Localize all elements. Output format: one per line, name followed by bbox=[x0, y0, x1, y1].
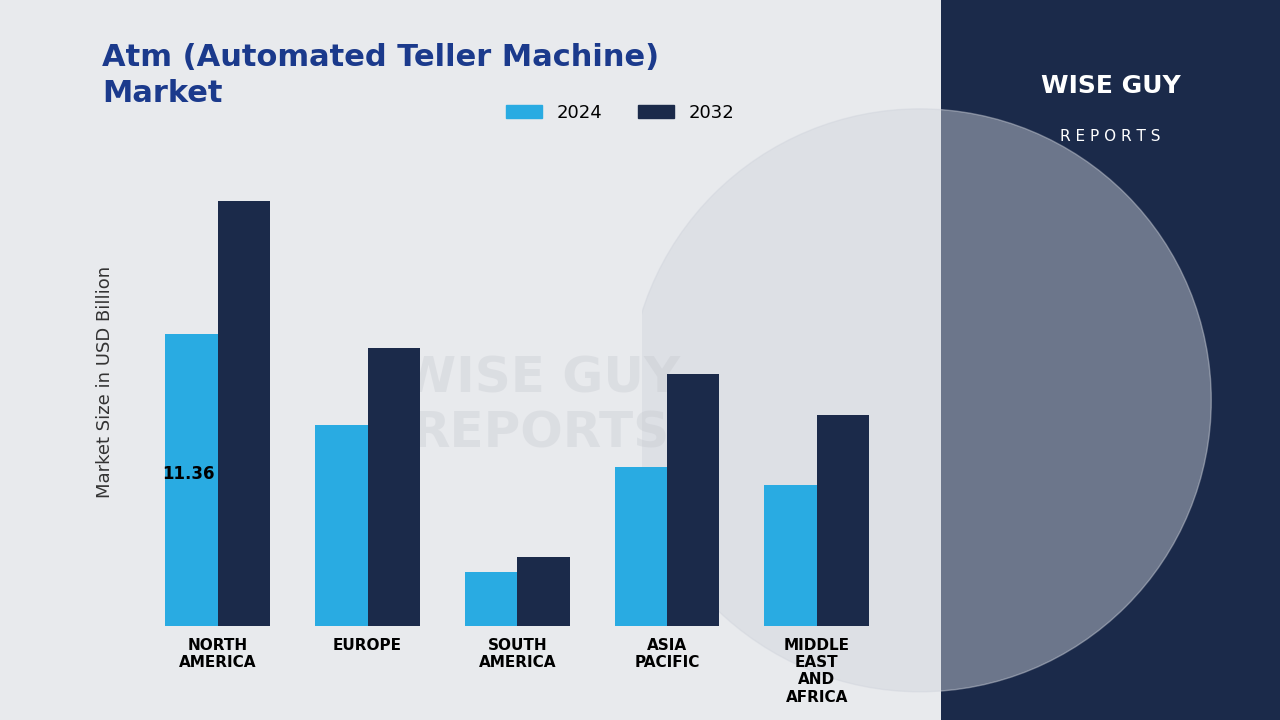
Bar bbox=[614, 467, 667, 626]
Text: Atm (Automated Teller Machine)
Market: Atm (Automated Teller Machine) Market bbox=[102, 43, 659, 108]
Legend: 2024, 2032: 2024, 2032 bbox=[498, 97, 741, 130]
Bar bbox=[764, 485, 817, 626]
Bar bbox=[517, 557, 570, 626]
Bar bbox=[465, 572, 517, 626]
Bar bbox=[667, 374, 719, 626]
Bar bbox=[315, 426, 367, 626]
Text: WISE GUY
REPORTS: WISE GUY REPORTS bbox=[401, 354, 680, 458]
Text: R E P O R T S: R E P O R T S bbox=[1060, 130, 1161, 144]
Bar bbox=[218, 201, 270, 626]
Text: WISE GUY: WISE GUY bbox=[1041, 74, 1180, 99]
Circle shape bbox=[628, 109, 1211, 692]
Y-axis label: Market Size in USD Billion: Market Size in USD Billion bbox=[96, 266, 114, 498]
Bar bbox=[165, 333, 218, 626]
Text: 11.36: 11.36 bbox=[163, 465, 215, 483]
Bar bbox=[367, 348, 420, 626]
Bar bbox=[817, 415, 869, 626]
